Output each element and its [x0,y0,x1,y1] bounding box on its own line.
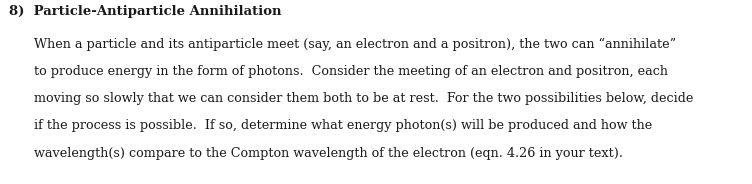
Text: 8)  Particle-Antiparticle Annihilation: 8) Particle-Antiparticle Annihilation [9,5,281,18]
Text: if the process is possible.  If so, determine what energy photon(s) will be prod: if the process is possible. If so, deter… [34,119,652,132]
Text: moving so slowly that we can consider them both to be at rest.  For the two poss: moving so slowly that we can consider th… [34,92,693,105]
Text: to produce energy in the form of photons.  Consider the meeting of an electron a: to produce energy in the form of photons… [34,65,668,78]
Text: wavelength(s) compare to the Compton wavelength of the electron (eqn. 4.26 in yo: wavelength(s) compare to the Compton wav… [34,147,623,160]
Text: When a particle and its antiparticle meet (say, an electron and a positron), the: When a particle and its antiparticle mee… [34,38,676,51]
